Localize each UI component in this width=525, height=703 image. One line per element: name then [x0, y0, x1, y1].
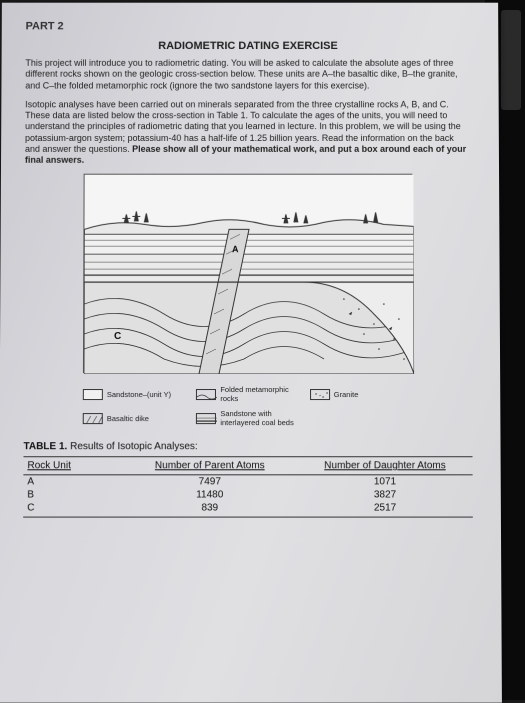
svg-text:C: C [114, 331, 121, 342]
col-unit: Rock Unit [23, 457, 122, 475]
cell-unit: B [23, 489, 122, 502]
legend-item-folded: Folded metamorphic rocks [196, 385, 299, 403]
legend-box-granite [310, 389, 330, 400]
cell-parent: 7497 [122, 475, 297, 489]
isotopic-table: Rock Unit Number of Parent Atoms Number … [23, 456, 473, 517]
legend-label: Folded metamorphic rocks [220, 385, 299, 403]
legend-item-basaltic: Basaltic dike [83, 409, 187, 427]
cell-daughter: 2517 [297, 502, 472, 518]
cell-parent: 11480 [122, 489, 297, 502]
worksheet-paper: PART 2 RADIOMETRIC DATING EXERCISE This … [0, 3, 502, 703]
legend-item-sandstone-coal: Sandstone with interlayered coal beds [196, 409, 300, 427]
paragraph-2: Isotopic analyses have been carried out … [25, 99, 471, 166]
legend-box-sandstone-y [83, 389, 103, 400]
cross-section-diagram: C B A [83, 174, 413, 373]
col-daughter: Number of Daughter Atoms [297, 457, 472, 475]
background-object [501, 10, 521, 110]
page-title: RADIOMETRIC DATING EXERCISE [25, 40, 470, 52]
cell-unit: A [23, 475, 122, 489]
table-title-b: Results of Isotopic Analyses: [67, 441, 197, 452]
diagram-svg: C B A [84, 175, 414, 374]
table-row: C 839 2517 [23, 502, 473, 518]
legend-box-folded [196, 389, 216, 400]
table-section: TABLE 1. Results of Isotopic Analyses: R… [23, 441, 473, 517]
table-row: B 11480 3827 [23, 489, 472, 502]
legend-label: Sandstone–(unit Y) [107, 390, 171, 399]
table-header-row: Rock Unit Number of Parent Atoms Number … [23, 457, 472, 475]
legend-item-granite: Granite [310, 385, 413, 403]
svg-text:A: A [232, 244, 239, 254]
table-title: TABLE 1. Results of Isotopic Analyses: [23, 441, 472, 452]
cell-daughter: 1071 [297, 475, 472, 489]
legend: Sandstone–(unit Y) Folded metamorphic ro… [83, 385, 414, 427]
legend-label: Granite [334, 390, 359, 399]
legend-label: Basaltic dike [107, 414, 149, 423]
table-row: A 7497 1071 [23, 475, 472, 489]
paragraph-1: This project will introduce you to radio… [25, 58, 470, 91]
cell-daughter: 3827 [297, 489, 472, 502]
part-label: PART 2 [26, 20, 471, 32]
cell-unit: C [23, 502, 122, 518]
cell-parent: 839 [122, 502, 297, 518]
col-parent: Number of Parent Atoms [122, 457, 297, 475]
legend-item-sandstone-y: Sandstone–(unit Y) [83, 385, 186, 403]
legend-box-basaltic [83, 413, 103, 424]
table-title-a: TABLE 1. [23, 441, 67, 452]
legend-label: Sandstone with interlayered coal beds [220, 409, 299, 427]
legend-box-sandstone-coal [196, 413, 216, 424]
